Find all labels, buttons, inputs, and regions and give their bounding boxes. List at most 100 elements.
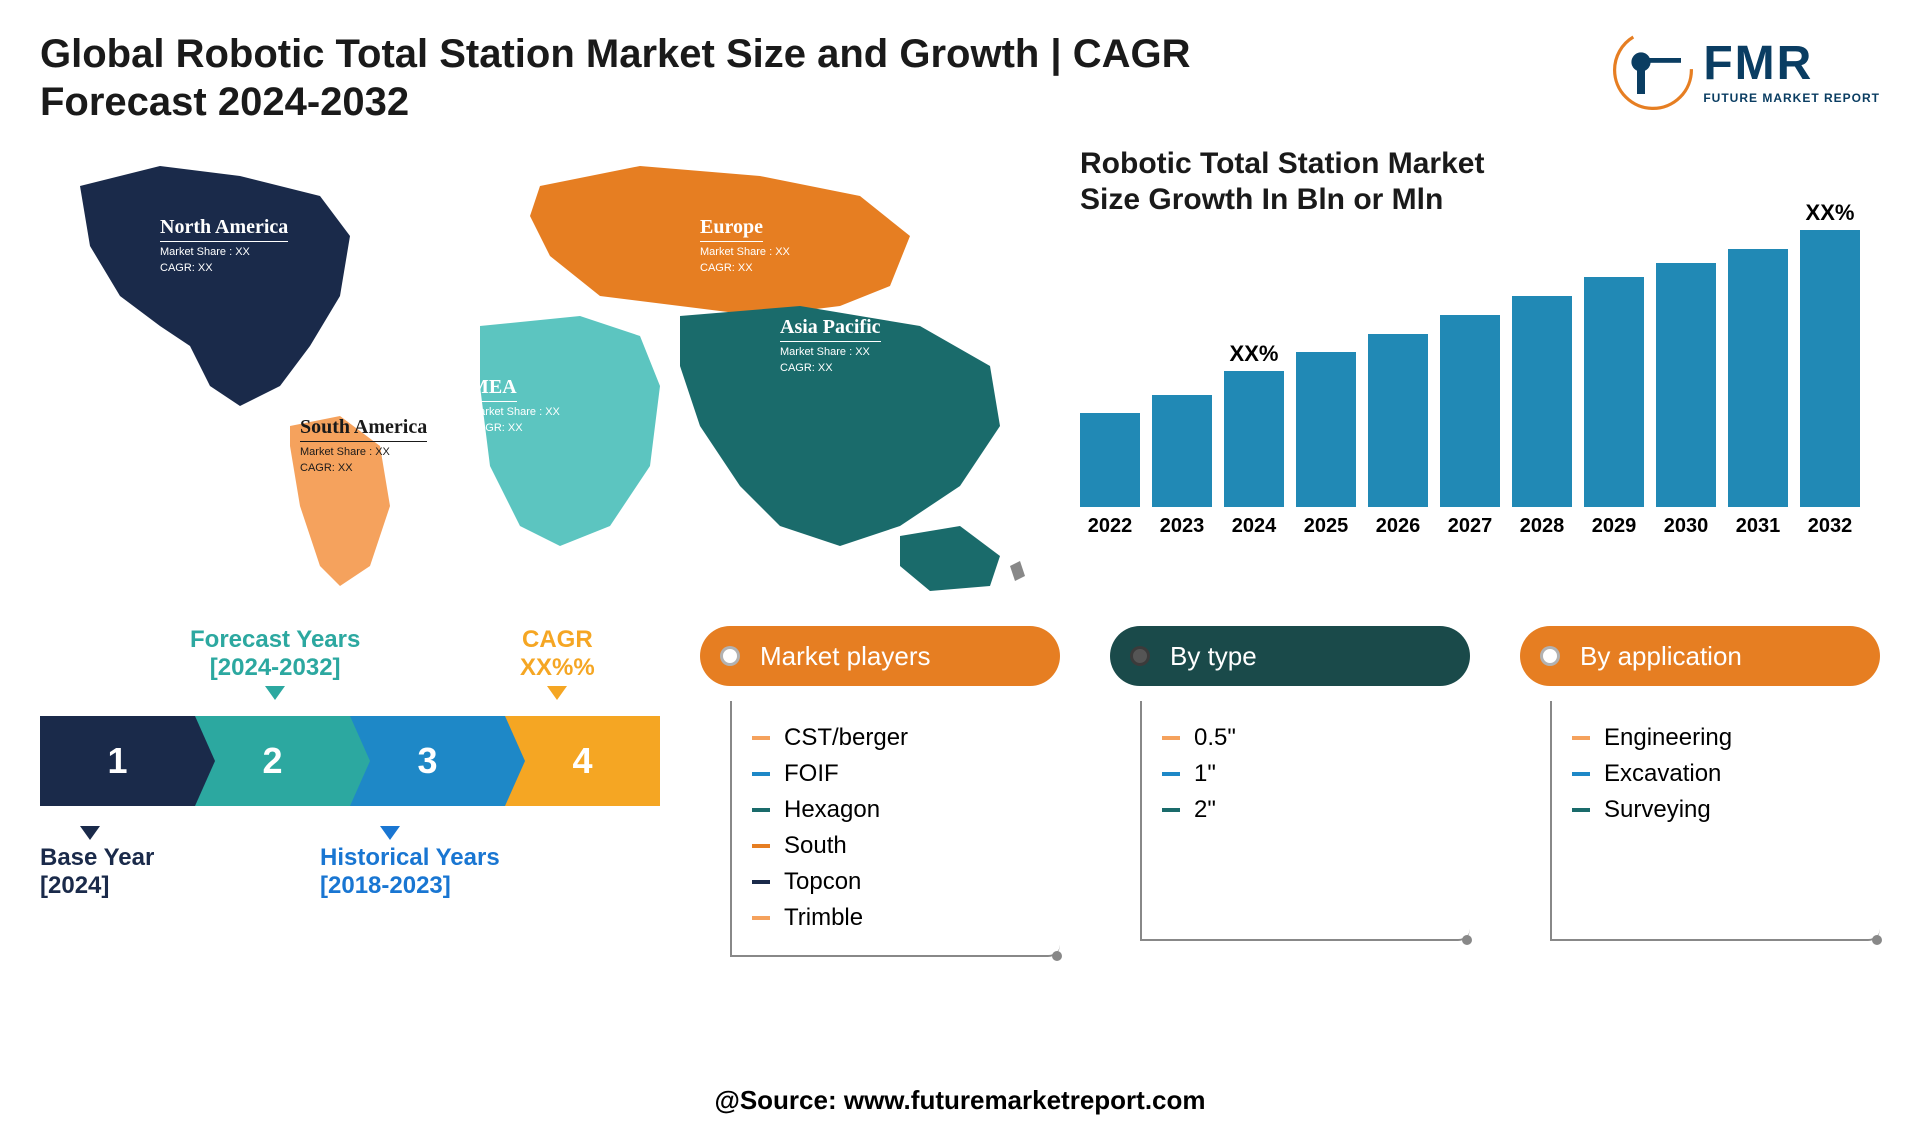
bar-column: 2026 — [1368, 334, 1428, 538]
bottom-section: Forecast Years [2024-2032] CAGR XX%% 123… — [40, 626, 1880, 957]
chart-bar — [1224, 371, 1284, 507]
chart-bar — [1152, 395, 1212, 508]
logo-fmr-text: FMR — [1703, 36, 1880, 91]
source-text: @Source: www.futuremarketreport.com — [714, 1085, 1205, 1116]
category-item-text: Hexagon — [784, 796, 880, 824]
bullet-icon — [1130, 646, 1150, 666]
bar-column: 2023 — [1152, 395, 1212, 539]
top-section: North America Market Share : XX CAGR: XX… — [40, 146, 1880, 596]
timeline-step: 4 — [505, 716, 660, 806]
triangle-down-icon — [380, 826, 400, 840]
map-svg — [40, 146, 1040, 596]
region-label: North America Market Share : XX CAGR: XX — [160, 216, 288, 274]
bar-column: 2022 — [1080, 413, 1140, 538]
category-item-text: Topcon — [784, 868, 861, 896]
categories: Market players CST/berger FOIF Hexagon S… — [700, 626, 1880, 957]
dash-icon — [752, 880, 770, 884]
category-body: CST/berger FOIF Hexagon South Topcon Tri… — [730, 701, 1060, 957]
base-year-label: Base Year [2024] — [40, 826, 154, 900]
triangle-down-icon — [265, 686, 285, 700]
category-item: CST/berger — [752, 724, 1050, 752]
category-title: Market players — [760, 641, 931, 672]
dash-icon — [752, 736, 770, 740]
category-body: 0.5" 1" 2" — [1140, 701, 1470, 941]
region-name: Europe — [700, 216, 763, 242]
forecast-range: [2024-2032] — [210, 654, 341, 681]
region-share: Market Share : XX — [300, 446, 427, 458]
category-item-text: 0.5" — [1194, 724, 1236, 752]
timeline-steps: 1234 — [40, 716, 660, 806]
region-name: North America — [160, 216, 288, 242]
bar-pct-label: XX% — [1806, 200, 1855, 226]
logo-icon — [1613, 30, 1693, 110]
base-year-text: Base Year — [40, 844, 154, 871]
dash-icon — [752, 808, 770, 812]
bar-year-label: 2031 — [1736, 515, 1781, 538]
category-item-text: 2" — [1194, 796, 1216, 824]
cagr-label-text: CAGR — [522, 626, 593, 653]
category-item: South — [752, 832, 1050, 860]
category-item-text: Trimble — [784, 904, 863, 932]
region-cagr: CAGR: XX — [300, 462, 427, 474]
category-item: 0.5" — [1162, 724, 1460, 752]
bar-column: 2031 — [1728, 249, 1788, 538]
region-cagr: CAGR: XX — [160, 262, 288, 274]
historical-label: Historical Years [2018-2023] — [320, 826, 500, 900]
dash-icon — [1162, 736, 1180, 740]
dash-icon — [1572, 772, 1590, 776]
region-name: Asia Pacific — [780, 316, 881, 342]
forecast-label-text: Forecast Years — [190, 626, 360, 653]
chart-bar — [1800, 230, 1860, 507]
base-year-range: [2024] — [40, 872, 109, 899]
chart-bar — [1656, 263, 1716, 507]
timeline-step: 2 — [195, 716, 350, 806]
region-cagr: CAGR: XX — [780, 362, 881, 374]
region-cagr: CAGR: XX — [700, 262, 790, 274]
category-item-text: Engineering — [1604, 724, 1732, 752]
bar-column: 2027 — [1440, 315, 1500, 538]
region-label: Asia Pacific Market Share : XX CAGR: XX — [780, 316, 881, 374]
bar-chart: Robotic Total Station Market Size Growth… — [1080, 146, 1880, 596]
category-box: By application Engineering Excavation Su… — [1520, 626, 1880, 957]
logo-sub-text: FUTURE MARKET REPORT — [1703, 91, 1880, 105]
dash-icon — [1572, 808, 1590, 812]
category-item-text: Surveying — [1604, 796, 1711, 824]
category-item: Hexagon — [752, 796, 1050, 824]
logo: FMR FUTURE MARKET REPORT — [1613, 30, 1880, 110]
category-body: Engineering Excavation Surveying — [1550, 701, 1880, 941]
chart-bar — [1512, 296, 1572, 507]
category-item: 2" — [1162, 796, 1460, 824]
bar-year-label: 2022 — [1088, 515, 1133, 538]
dash-icon — [752, 844, 770, 848]
chart-bars: 2022 2023 XX% 2024 2025 2026 2027 2028 20… — [1080, 238, 1880, 538]
bar-year-label: 2023 — [1160, 515, 1205, 538]
dash-icon — [1162, 808, 1180, 812]
chart-bar — [1440, 315, 1500, 507]
triangle-down-icon — [547, 686, 567, 700]
bar-column: XX% 2024 — [1224, 371, 1284, 538]
bar-year-label: 2026 — [1376, 515, 1421, 538]
bar-year-label: 2024 — [1232, 515, 1277, 538]
category-item-text: FOIF — [784, 760, 839, 788]
category-item: FOIF — [752, 760, 1050, 788]
region-label: Europe Market Share : XX CAGR: XX — [700, 216, 790, 274]
bar-year-label: 2029 — [1592, 515, 1637, 538]
category-title: By application — [1580, 641, 1742, 672]
chart-bar — [1296, 352, 1356, 507]
bar-year-label: 2030 — [1664, 515, 1709, 538]
chart-title: Robotic Total Station Market Size Growth… — [1080, 146, 1500, 218]
chart-bar — [1728, 249, 1788, 507]
bar-column: 2028 — [1512, 296, 1572, 538]
bar-year-label: 2032 — [1808, 515, 1853, 538]
category-item: Topcon — [752, 868, 1050, 896]
chart-bar — [1080, 413, 1140, 507]
forecast-label: Forecast Years [2024-2032] — [190, 626, 360, 700]
dash-icon — [752, 772, 770, 776]
dash-icon — [752, 916, 770, 920]
bar-column: 2025 — [1296, 352, 1356, 538]
category-item-text: 1" — [1194, 760, 1216, 788]
category-header: By application — [1520, 626, 1880, 686]
chart-bar — [1584, 277, 1644, 507]
region-share: Market Share : XX — [780, 346, 881, 358]
bullet-icon — [1540, 646, 1560, 666]
